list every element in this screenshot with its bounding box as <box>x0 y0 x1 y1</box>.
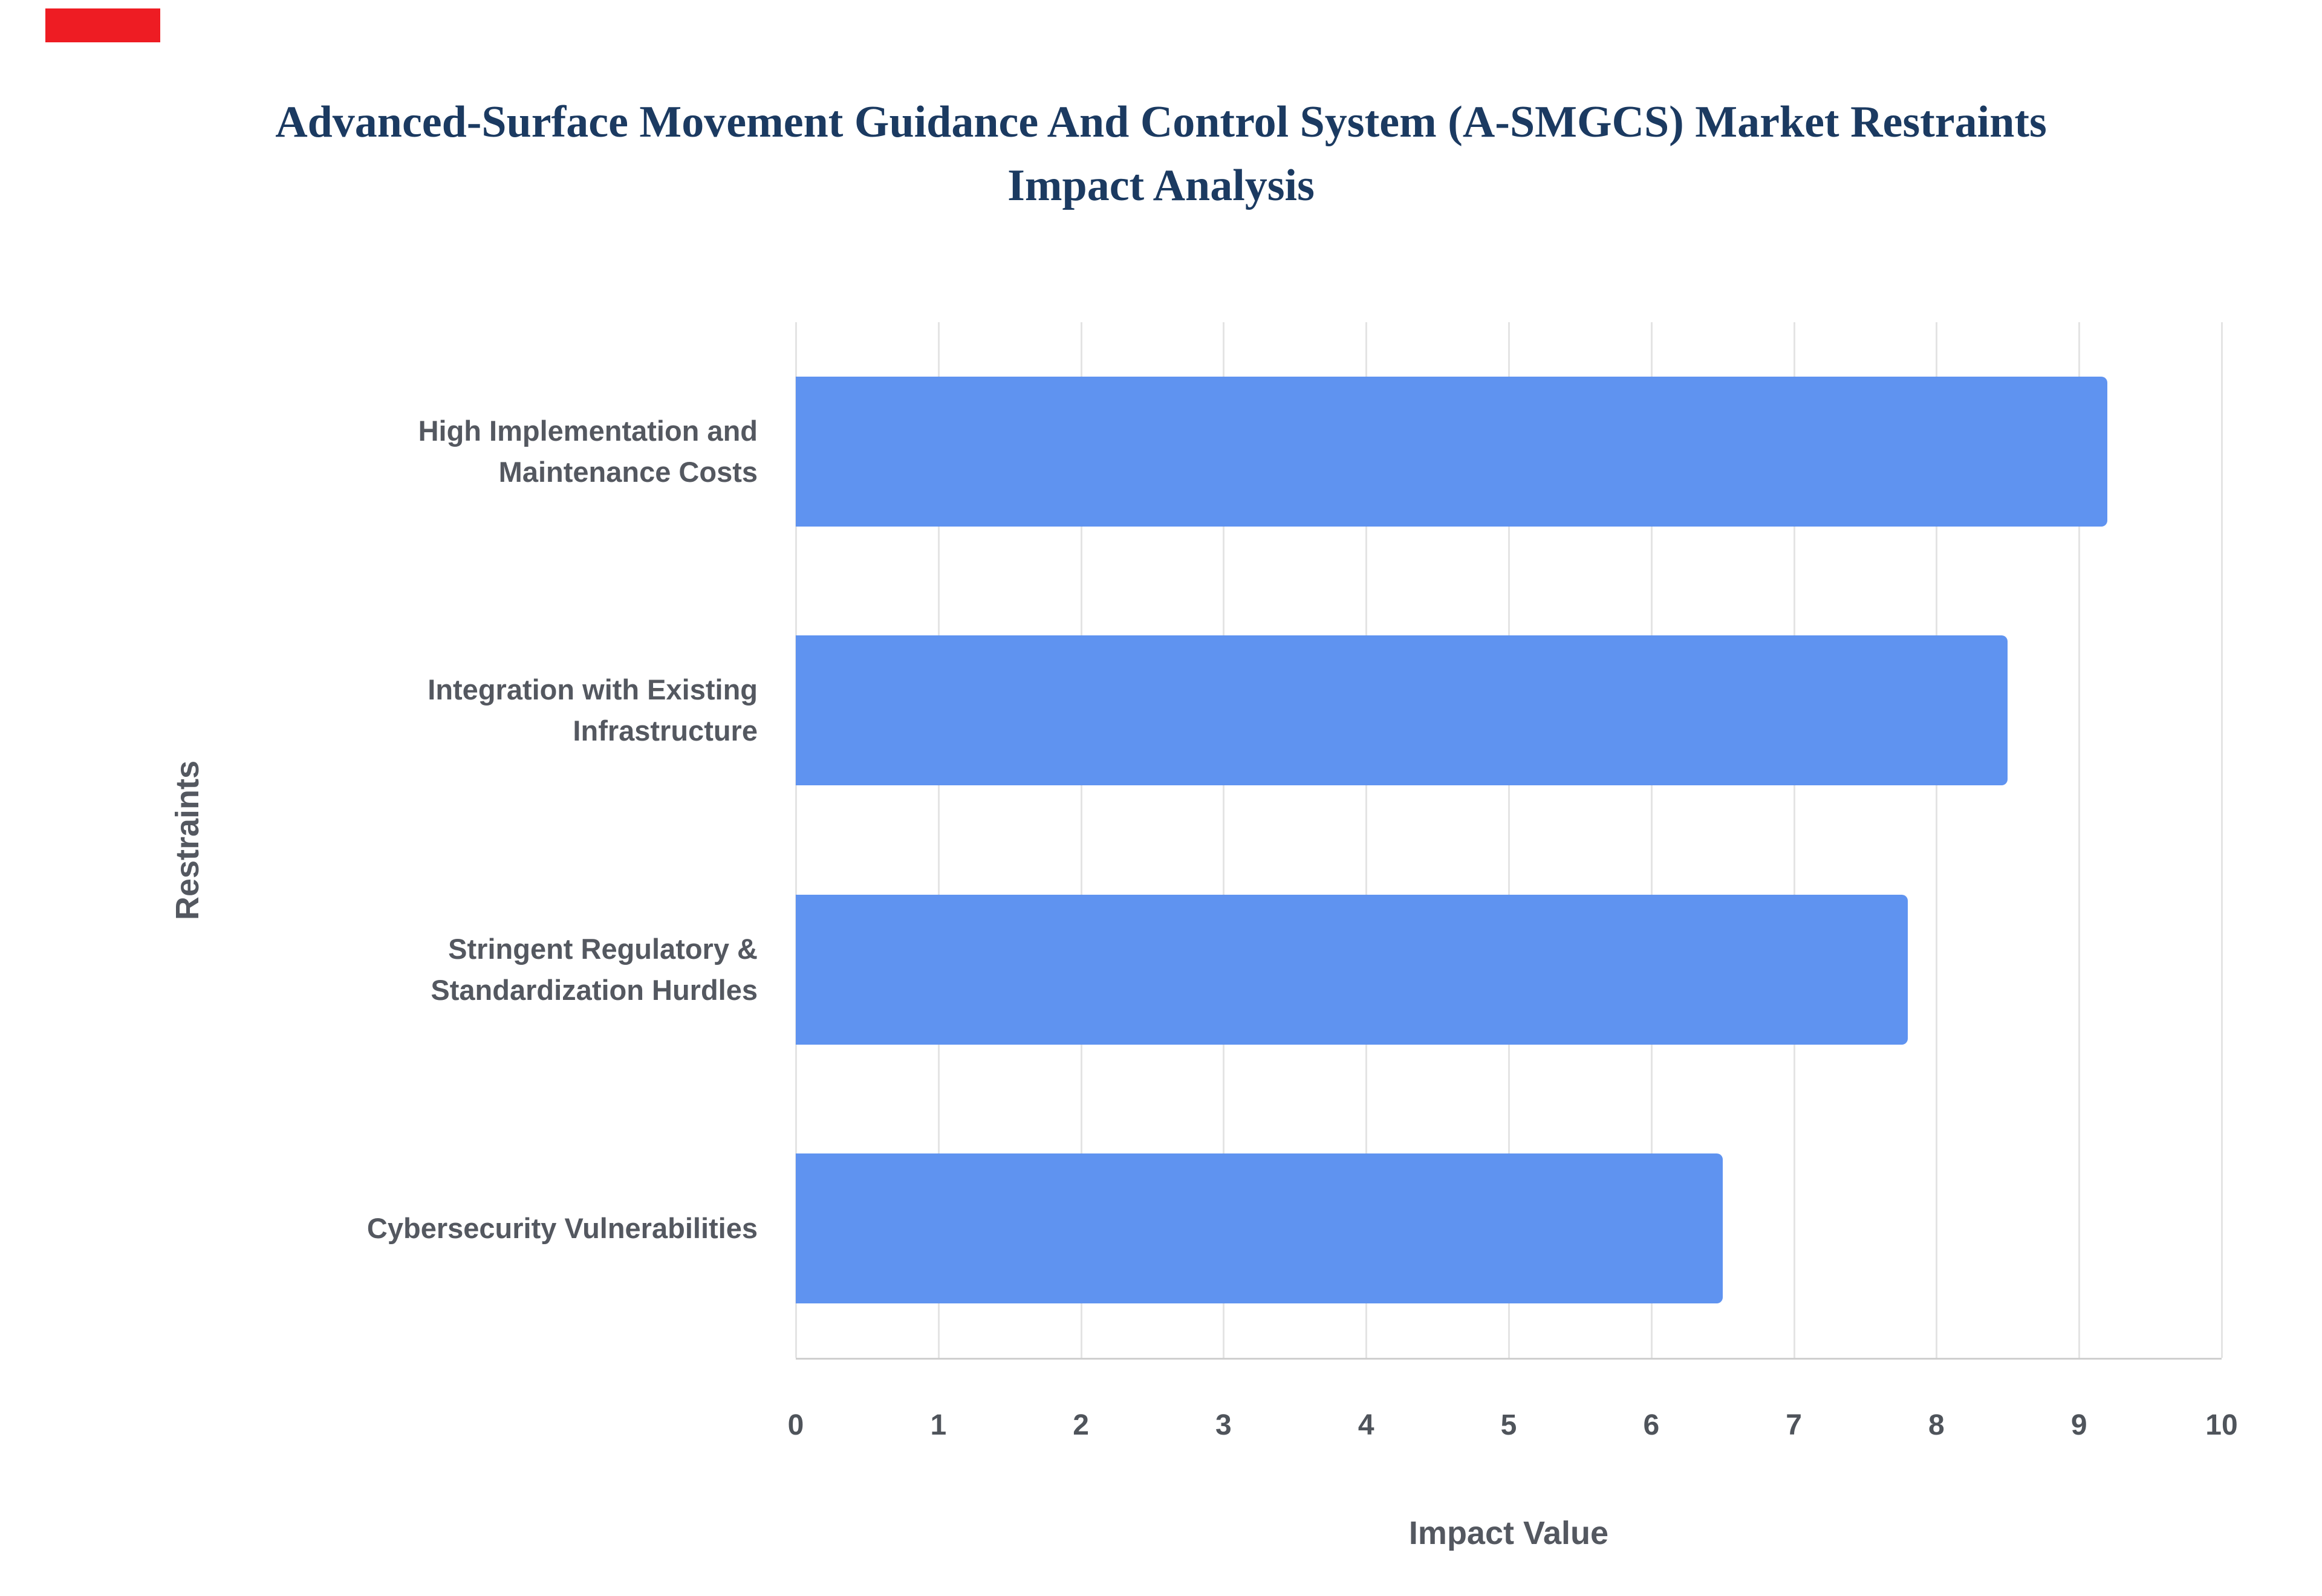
bar <box>796 1153 1723 1303</box>
gridline <box>1508 322 1510 1358</box>
gridline <box>2221 322 2223 1358</box>
category-label: Integration with Existing Infrastructure <box>428 673 758 747</box>
x-tick-label: 0 <box>787 1409 804 1441</box>
x-tick-label: 2 <box>1073 1409 1089 1441</box>
category-label: Stringent Regulatory & Standardization H… <box>431 932 758 1006</box>
gridline <box>1080 322 1082 1358</box>
x-axis-title: Impact Value <box>1408 1515 1609 1551</box>
gridline <box>2078 322 2081 1358</box>
gridline <box>795 322 797 1358</box>
x-tick-label: 6 <box>1643 1409 1660 1441</box>
bar <box>796 635 2008 785</box>
chart-title-line1: Advanced-Surface Movement Guidance And C… <box>275 97 2047 147</box>
x-tick-label: 10 <box>2205 1409 2238 1441</box>
plot-area <box>795 322 2223 1360</box>
gridline <box>1650 322 1653 1358</box>
x-tick-label: 8 <box>1928 1409 1945 1441</box>
category-label: High Implementation and Maintenance Cost… <box>418 414 758 488</box>
category-label: Cybersecurity Vulnerabilities <box>366 1212 758 1244</box>
y-axis-title: Restraints <box>169 760 206 921</box>
x-tick-label: 4 <box>1358 1409 1374 1441</box>
gridline <box>1365 322 1368 1358</box>
bar <box>796 895 1908 1045</box>
x-tick-label: 1 <box>930 1409 947 1441</box>
gridline <box>1793 322 1795 1358</box>
x-tick-label: 5 <box>1500 1409 1517 1441</box>
red-flag-mark <box>45 8 160 42</box>
gridline <box>937 322 940 1358</box>
gridline <box>1936 322 1938 1358</box>
x-tick-label: 9 <box>2070 1409 2087 1441</box>
gridline <box>1223 322 1225 1358</box>
x-tick-label: 3 <box>1215 1409 1232 1441</box>
x-axis-tick-labels: 0 1 2 3 4 5 6 7 8 9 10 <box>788 1409 2238 1457</box>
chart-title-line2: Impact Analysis <box>1007 161 1315 211</box>
x-tick-label: 7 <box>1786 1409 1802 1441</box>
category-axis-labels: High Implementation and Maintenance Cost… <box>218 322 758 1358</box>
chart-title: Advanced-Surface Movement Guidance And C… <box>0 91 2322 218</box>
bar <box>796 377 2108 527</box>
